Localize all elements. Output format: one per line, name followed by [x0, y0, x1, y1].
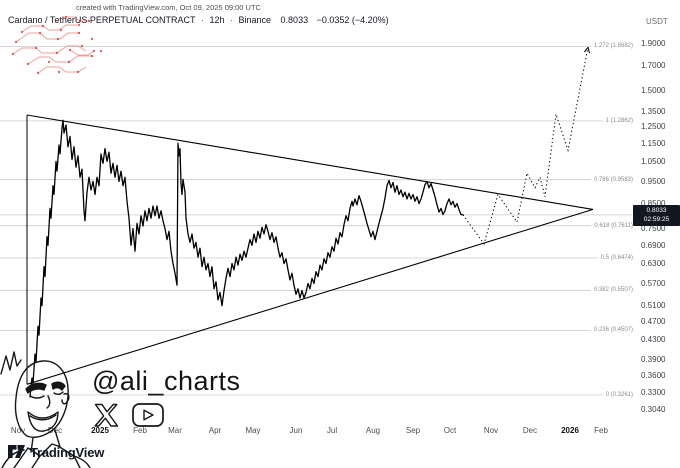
badge-price: 0.8033	[646, 206, 667, 214]
time-tick: Feb	[594, 426, 608, 435]
time-tick: Dec	[522, 426, 538, 435]
time-tick: Mar	[168, 426, 182, 435]
header-price-change: −0.0352 (−4.20%)	[316, 15, 389, 25]
time-tick: Oct	[443, 426, 457, 435]
triangle-lower-trendline[interactable]	[26, 208, 594, 385]
time-tick: 2025	[91, 426, 109, 435]
time-tick: Nov	[483, 426, 499, 435]
time-tick: Dec	[47, 426, 63, 435]
interval-label: 12h	[209, 15, 225, 25]
separator-dot: ·	[200, 15, 204, 25]
time-axis[interactable]: Nov Dec 2025 Feb Mar Apr May Jun Jul Aug Sep Oct Nov…	[0, 426, 680, 440]
time-tick: Jun	[289, 426, 303, 435]
price-scale-currency: USDT	[646, 17, 668, 26]
time-tick: May	[245, 426, 261, 435]
time-tick: Jul	[326, 426, 338, 435]
tradingview-logo-mark	[8, 445, 25, 458]
tradingview-logo-text: TradingView	[30, 444, 105, 460]
time-tick: 2026	[561, 426, 579, 435]
badge-countdown: 02:59:25	[643, 216, 670, 224]
time-tick: Sep	[405, 426, 421, 435]
projected-path-dotted[interactable]	[462, 47, 589, 246]
tradingview-logo: TradingView	[8, 444, 104, 460]
symbol-info-row: Cardano / TetherUS PERPETUAL CONTRACT · …	[8, 15, 389, 25]
attribution-text: created with TradingView.com, Oct 09, 20…	[76, 3, 261, 12]
time-tick: Aug	[365, 426, 381, 435]
current-price-badge: 0.8033 02:59:25	[633, 204, 680, 226]
time-tick: Nov	[10, 426, 26, 435]
watermark-handle: @ali_charts	[92, 366, 241, 396]
exchange-label: Binance	[238, 15, 272, 25]
header-last-price: 0.8033	[280, 15, 309, 25]
symbol-title: Cardano / TetherUS PERPETUAL CONTRACT	[8, 15, 196, 25]
time-tick: Apr	[208, 426, 222, 435]
triangle-upper-trendline[interactable]	[26, 114, 594, 210]
projection-arrowhead	[583, 46, 589, 53]
price-series-line	[29, 119, 464, 398]
separator-dot: ·	[229, 15, 233, 25]
projection-arrowhead	[587, 47, 590, 54]
time-tick: Feb	[133, 426, 147, 435]
